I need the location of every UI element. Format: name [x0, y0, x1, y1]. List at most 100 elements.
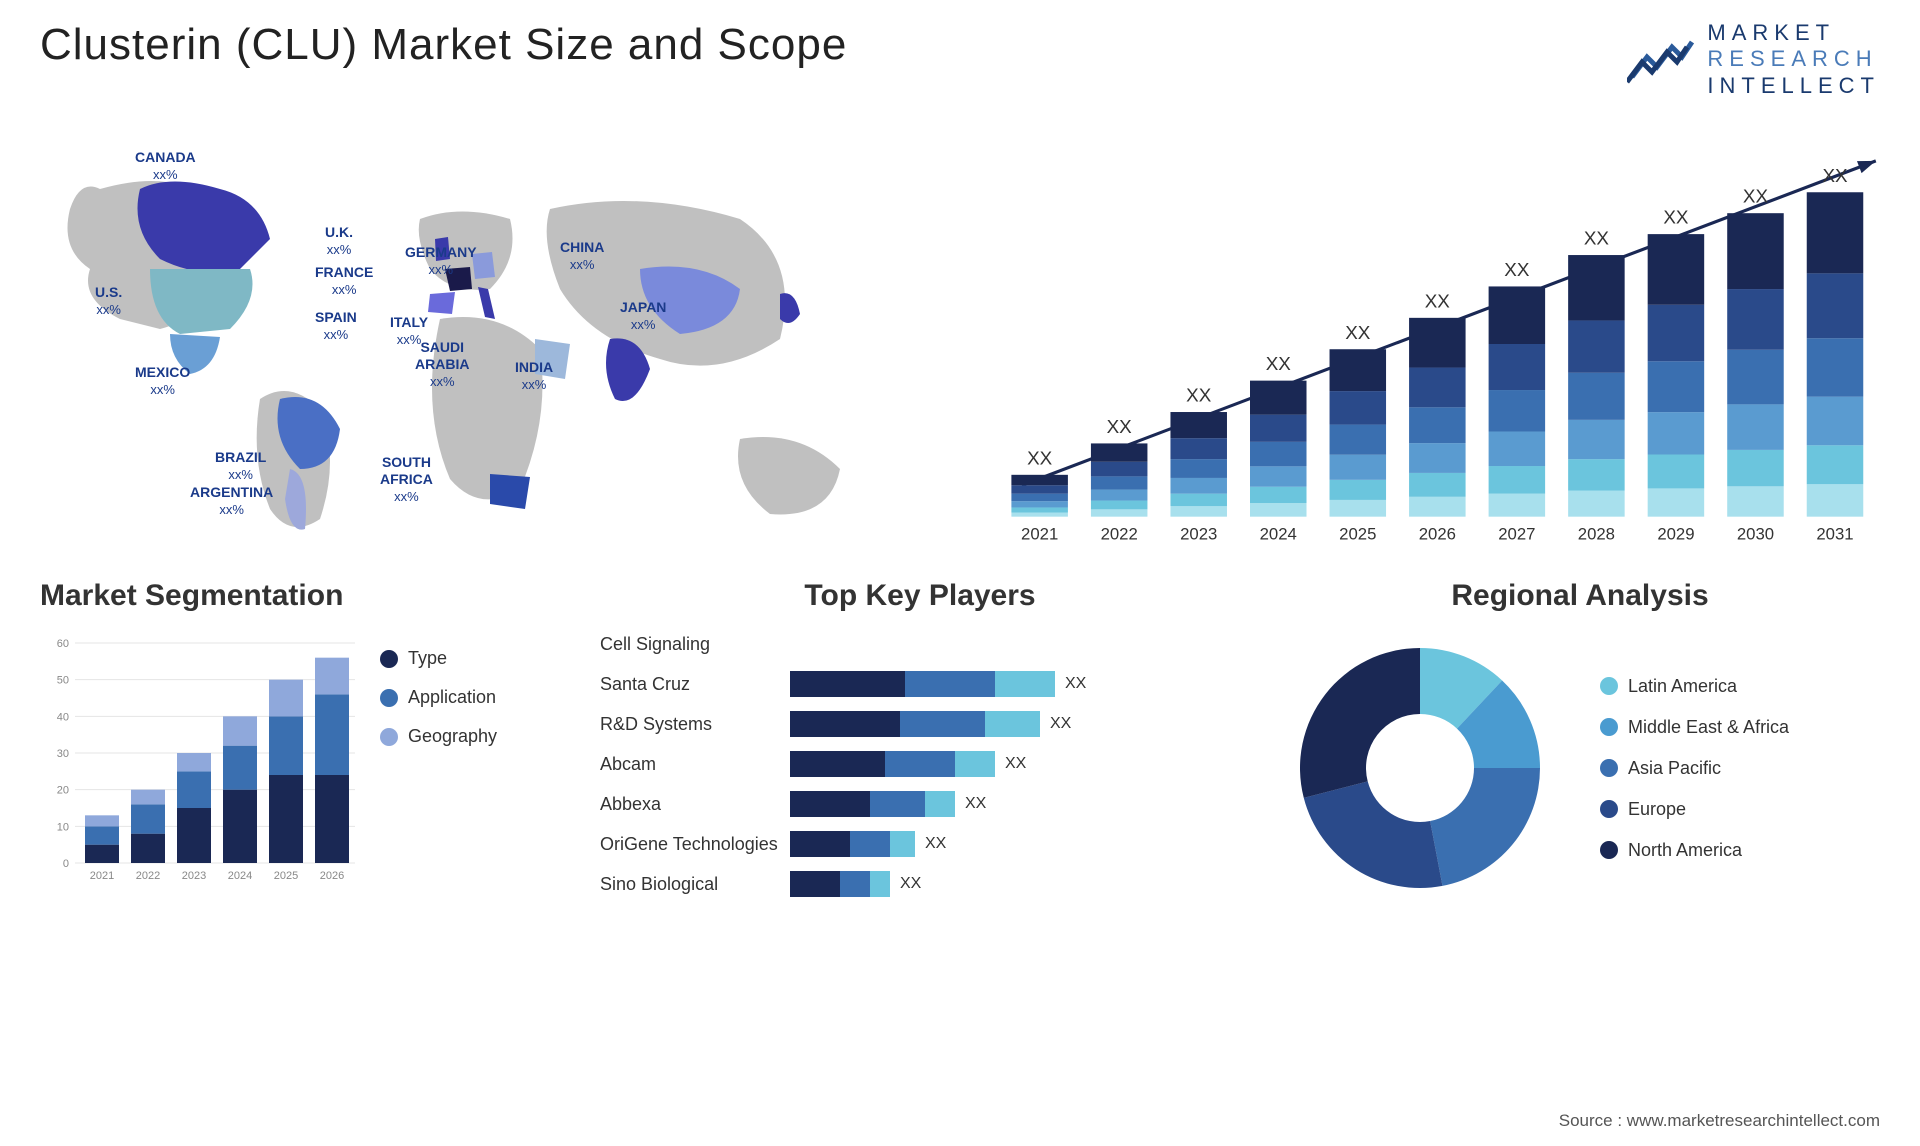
svg-text:30: 30	[57, 748, 69, 760]
world-map-section: CANADAxx% U.S.xx% MEXICOxx% BRAZILxx%ARGENT…	[40, 119, 940, 549]
svg-text:40: 40	[57, 712, 69, 724]
player-value: XX	[1005, 755, 1026, 773]
svg-text:10: 10	[57, 822, 69, 834]
svg-text:XX: XX	[1027, 448, 1053, 469]
svg-text:XX: XX	[1822, 165, 1848, 186]
regional-donut-chart	[1280, 628, 1560, 908]
player-label: OriGene Technologies	[600, 834, 790, 855]
player-value: XX	[1065, 675, 1086, 693]
player-label: Cell Signaling	[600, 634, 790, 655]
bottom-row: Market Segmentation 0 10 20 30 40 50 60 2021 202…	[40, 579, 1880, 908]
map-country-label: SAUDIARABIAxx%	[415, 339, 469, 389]
players-section: Top Key Players Cell SignalingSanta Cruz…	[600, 579, 1240, 908]
regional-section: Regional Analysis Latin America Middle Ea…	[1280, 579, 1880, 908]
top-row: CANADAxx% U.S.xx% MEXICOxx% BRAZILxx%ARGENT…	[40, 119, 1880, 549]
svg-text:0: 0	[63, 858, 69, 870]
svg-text:2023: 2023	[1180, 525, 1217, 544]
svg-text:XX: XX	[1584, 228, 1610, 249]
player-label: Sino Biological	[600, 874, 790, 895]
svg-text:60: 60	[57, 638, 69, 650]
player-bar	[790, 751, 995, 777]
svg-text:2021: 2021	[1021, 525, 1058, 544]
map-country-label: FRANCExx%	[315, 264, 373, 298]
header: Clusterin (CLU) Market Size and Scope MA…	[40, 20, 1880, 99]
svg-text:2027: 2027	[1498, 525, 1535, 544]
legend-item: Latin America	[1600, 676, 1789, 697]
player-row: Abcam XX	[600, 748, 1240, 780]
world-map	[40, 119, 940, 549]
svg-text:2031: 2031	[1816, 525, 1853, 544]
player-label: Abcam	[600, 754, 790, 775]
svg-text:2025: 2025	[274, 870, 298, 882]
legend-item: Geography	[380, 726, 497, 747]
player-bar	[790, 671, 1055, 697]
player-label: Santa Cruz	[600, 674, 790, 695]
player-bar	[790, 871, 890, 897]
legend-item: North America	[1600, 840, 1789, 861]
regional-title: Regional Analysis	[1280, 579, 1880, 613]
map-country-label: MEXICOxx%	[135, 364, 190, 398]
svg-text:2022: 2022	[1101, 525, 1138, 544]
svg-text:XX: XX	[1266, 353, 1292, 374]
player-row: Cell Signaling	[600, 628, 1240, 660]
svg-text:2021: 2021	[90, 870, 114, 882]
player-label: R&D Systems	[600, 714, 790, 735]
svg-text:20: 20	[57, 785, 69, 797]
player-value: XX	[1050, 715, 1071, 733]
player-label: Abbexa	[600, 794, 790, 815]
legend-item: Application	[380, 687, 497, 708]
player-value: XX	[965, 795, 986, 813]
map-country-label: GERMANYxx%	[405, 244, 477, 278]
player-value: XX	[925, 835, 946, 853]
map-country-label: SPAINxx%	[315, 309, 357, 343]
svg-text:2030: 2030	[1737, 525, 1774, 544]
segmentation-section: Market Segmentation 0 10 20 30 40 50 60 2021 202…	[40, 579, 560, 908]
svg-text:2022: 2022	[136, 870, 160, 882]
legend-item: Type	[380, 648, 497, 669]
map-country-label: CANADAxx%	[135, 149, 196, 183]
map-country-label: U.K.xx%	[325, 224, 353, 258]
svg-text:XX: XX	[1663, 207, 1689, 228]
logo-text: MARKET RESEARCH INTELLECT	[1707, 20, 1880, 99]
svg-text:2026: 2026	[1419, 525, 1456, 544]
map-country-label: SOUTHAFRICAxx%	[380, 454, 433, 504]
logo-icon	[1627, 32, 1697, 87]
segmentation-title: Market Segmentation	[40, 579, 560, 613]
player-row: Abbexa XX	[600, 788, 1240, 820]
svg-text:2024: 2024	[1260, 525, 1297, 544]
brand-logo: MARKET RESEARCH INTELLECT	[1627, 20, 1880, 99]
growth-chart-section: XX 2021 XX 2022 XX 2023 XX 2024 XX 2025 XX 2026 XX 20…	[980, 119, 1880, 549]
player-row: Santa Cruz XX	[600, 668, 1240, 700]
svg-text:50: 50	[57, 675, 69, 687]
svg-text:XX: XX	[1425, 291, 1451, 312]
source-attribution: Source : www.marketresearchintellect.com	[1559, 1111, 1880, 1131]
player-bar	[790, 711, 1040, 737]
map-country-label: BRAZILxx%	[215, 449, 266, 483]
segmentation-legend: Type Application Geography	[380, 628, 497, 888]
svg-text:XX: XX	[1743, 186, 1769, 207]
player-row: Sino BiologicalXX	[600, 868, 1240, 900]
svg-text:2029: 2029	[1657, 525, 1694, 544]
map-country-label: JAPANxx%	[620, 299, 666, 333]
svg-text:2025: 2025	[1339, 525, 1376, 544]
player-row: OriGene Technologies XX	[600, 828, 1240, 860]
svg-text:2024: 2024	[228, 870, 252, 882]
svg-text:2023: 2023	[182, 870, 206, 882]
map-country-label: U.S.xx%	[95, 284, 122, 318]
player-bar	[790, 831, 915, 857]
svg-text:XX: XX	[1345, 322, 1371, 343]
players-bar-chart: Cell SignalingSanta CruzXXR&D SystemsXXA…	[600, 628, 1240, 900]
svg-text:2026: 2026	[320, 870, 344, 882]
player-bar	[790, 791, 955, 817]
page-title: Clusterin (CLU) Market Size and Scope	[40, 20, 847, 70]
legend-item: Asia Pacific	[1600, 758, 1789, 779]
legend-item: Europe	[1600, 799, 1789, 820]
map-country-label: INDIAxx%	[515, 359, 553, 393]
svg-text:XX: XX	[1504, 259, 1530, 280]
player-row: R&D Systems XX	[600, 708, 1240, 740]
svg-text:XX: XX	[1186, 385, 1212, 406]
map-country-label: ARGENTINAxx%	[190, 484, 273, 518]
svg-text:2028: 2028	[1578, 525, 1615, 544]
legend-item: Middle East & Africa	[1600, 717, 1789, 738]
segmentation-bar-chart: 0 10 20 30 40 50 60 2021 2022 2023 2024 2025 2026	[40, 628, 360, 888]
